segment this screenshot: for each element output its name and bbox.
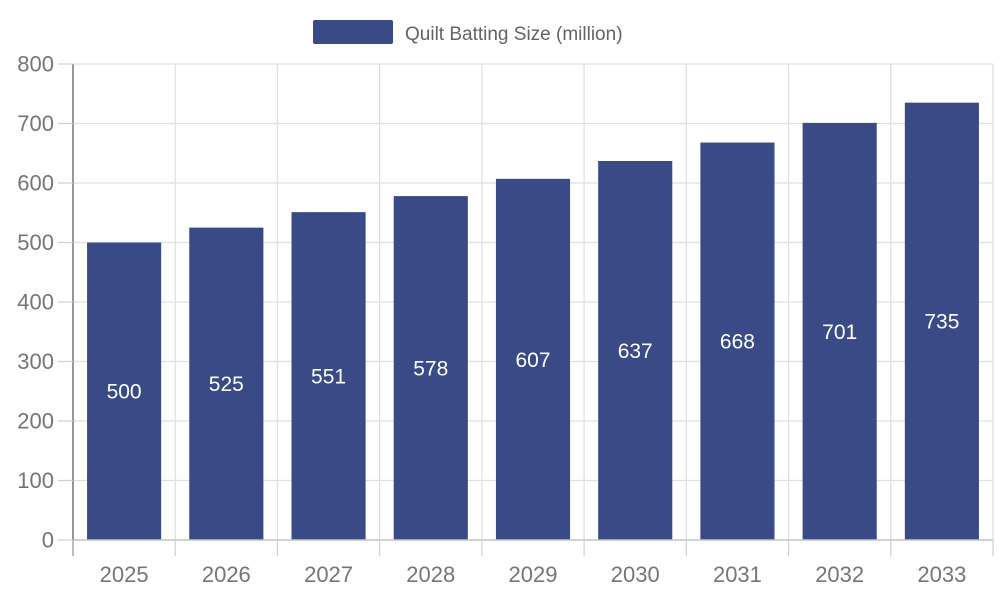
x-tick-label: 2029 xyxy=(509,562,558,587)
bar-value-label: 735 xyxy=(924,311,959,334)
x-tick-label: 2028 xyxy=(406,562,455,587)
bar xyxy=(802,122,877,540)
x-tick-label: 2032 xyxy=(815,562,864,587)
axes xyxy=(72,64,993,556)
bar xyxy=(189,227,264,540)
y-tick-label: 400 xyxy=(17,290,54,315)
bar-value-label: 525 xyxy=(209,373,244,396)
x-tick-label: 2031 xyxy=(713,562,762,587)
bar-value-label: 551 xyxy=(311,365,346,388)
value-labels: 500 525 551 578 607 637 668 701 735 xyxy=(107,311,960,404)
bar xyxy=(87,242,162,540)
y-tick-label: 300 xyxy=(17,349,54,374)
bar-value-label: 578 xyxy=(413,357,448,380)
x-tick-label: 2030 xyxy=(611,562,660,587)
bar xyxy=(700,142,775,541)
bar-value-label: 500 xyxy=(107,381,142,404)
bar xyxy=(598,160,673,541)
x-tick-label: 2026 xyxy=(202,562,251,587)
y-tick-label: 100 xyxy=(17,468,54,493)
x-tick-label: 2033 xyxy=(917,562,966,587)
y-tick-label: 500 xyxy=(17,230,54,255)
legend-swatch xyxy=(313,20,393,44)
x-axis-labels: 2025 2026 2027 2028 2029 2030 2031 2032 2033 xyxy=(100,562,967,587)
axis-ticks xyxy=(58,63,994,556)
x-tick-label: 2025 xyxy=(100,562,149,587)
y-tick-label: 200 xyxy=(17,409,54,434)
y-axis-labels: 0 100 200 300 400 500 600 700 800 xyxy=(17,52,54,553)
bar-value-label: 607 xyxy=(515,349,550,372)
y-tick-label: 800 xyxy=(17,52,54,77)
bar-value-label: 701 xyxy=(822,321,857,344)
y-tick-label: 600 xyxy=(17,171,54,196)
legend-label: Quilt Batting Size (million) xyxy=(405,24,623,45)
gridlines-vertical xyxy=(174,64,994,540)
bar-value-label: 637 xyxy=(618,340,653,363)
y-tick-label: 0 xyxy=(42,528,54,553)
bar-value-label: 668 xyxy=(720,331,755,354)
legend: Quilt Batting Size (million) xyxy=(313,20,623,45)
bar xyxy=(495,178,571,540)
bar xyxy=(291,212,366,540)
x-tick-label: 2027 xyxy=(304,562,353,587)
bar xyxy=(904,102,979,541)
bar xyxy=(393,196,468,540)
y-tick-label: 700 xyxy=(17,111,54,136)
bars xyxy=(87,102,979,541)
